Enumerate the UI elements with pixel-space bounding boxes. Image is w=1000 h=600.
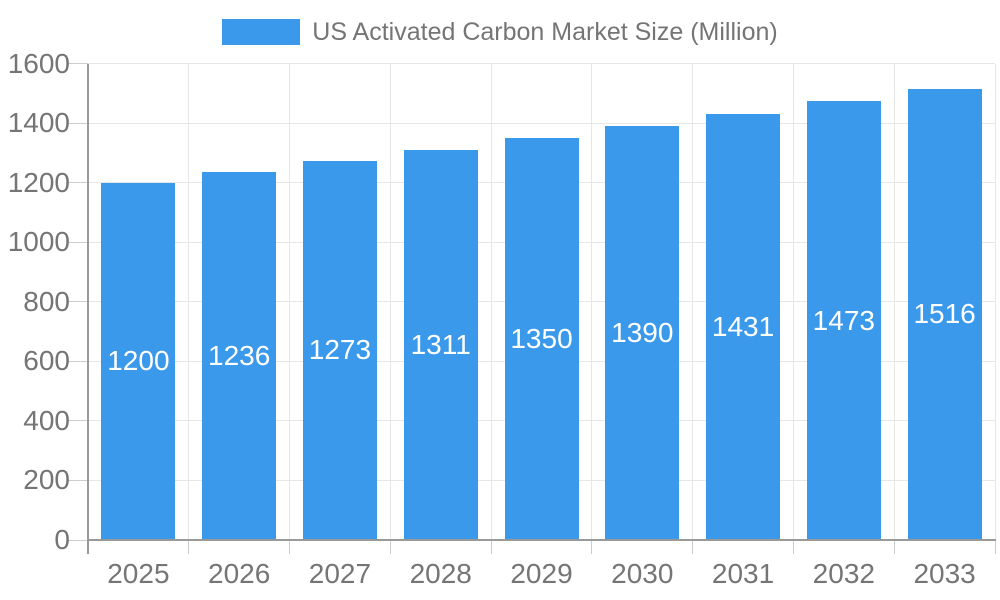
bar-value-label: 1431 xyxy=(711,310,775,342)
x-gridline xyxy=(188,63,190,540)
y-axis-line xyxy=(87,63,89,554)
bar[interactable] xyxy=(806,101,881,540)
y-axis-tick xyxy=(68,479,88,481)
legend[interactable]: US Activated Carbon Market Size (Million… xyxy=(0,14,1000,50)
bar-value-label: 1390 xyxy=(611,317,674,349)
y-axis-label: 1400 xyxy=(7,107,70,139)
y-axis-tick xyxy=(68,182,88,184)
y-axis-tick xyxy=(68,420,88,422)
bar-value-label: 1200 xyxy=(107,345,170,377)
bar[interactable] xyxy=(907,88,982,540)
bar[interactable] xyxy=(302,160,377,540)
y-gridline xyxy=(88,63,995,64)
x-axis-tick xyxy=(591,540,593,554)
x-axis-tick xyxy=(692,540,694,554)
x-axis-label: 2029 xyxy=(510,558,573,589)
x-axis-tick xyxy=(289,540,291,554)
bar-value-label: 1516 xyxy=(913,298,976,330)
y-axis-label: 1600 xyxy=(7,47,70,79)
bar[interactable] xyxy=(202,171,277,540)
x-gridline xyxy=(692,63,694,540)
x-gridline xyxy=(389,63,391,540)
x-axis-label: 2025 xyxy=(107,558,170,589)
y-axis-label: 200 xyxy=(23,464,70,496)
x-axis-tick xyxy=(893,540,895,554)
y-axis-tick xyxy=(68,539,88,541)
x-axis-label: 2027 xyxy=(308,558,372,589)
y-axis-tick xyxy=(68,301,88,303)
y-axis-label: 400 xyxy=(23,404,70,436)
y-axis-label: 1200 xyxy=(7,166,70,198)
bar[interactable] xyxy=(706,113,781,540)
y-axis-tick xyxy=(68,360,88,362)
bar-value-label: 1350 xyxy=(510,322,573,354)
x-axis-label: 2028 xyxy=(409,558,472,589)
x-gridline xyxy=(792,63,794,540)
x-axis-label: 2033 xyxy=(913,558,976,589)
x-axis-tick xyxy=(792,540,794,554)
bar-value-label: 1473 xyxy=(812,304,875,336)
bar[interactable] xyxy=(403,149,478,540)
y-gridline xyxy=(88,122,995,124)
x-gridline xyxy=(591,63,593,540)
y-axis-label: 0 xyxy=(54,524,70,555)
legend-label: US Activated Carbon Market Size (Million… xyxy=(312,17,778,46)
x-gridline xyxy=(893,63,895,540)
legend-swatch xyxy=(222,19,301,45)
bar-value-label: 1273 xyxy=(308,334,372,366)
x-gridline xyxy=(994,63,996,540)
bar[interactable] xyxy=(101,182,176,540)
x-gridline xyxy=(289,63,291,540)
bar[interactable] xyxy=(605,126,680,540)
y-axis-label: 1000 xyxy=(7,226,70,258)
x-axis-tick xyxy=(490,540,492,554)
x-axis-label: 2032 xyxy=(812,558,875,589)
x-axis-label: 2030 xyxy=(611,558,674,589)
y-axis-tick xyxy=(68,241,88,243)
x-axis-tick xyxy=(188,540,190,554)
x-axis-tick xyxy=(994,540,996,554)
bar-value-label: 1236 xyxy=(208,339,271,371)
bar[interactable] xyxy=(504,137,579,540)
y-axis-tick xyxy=(68,63,88,64)
bar-value-label: 1311 xyxy=(410,328,471,360)
x-axis-label: 2031 xyxy=(711,558,775,589)
y-axis-label: 600 xyxy=(23,345,70,377)
y-axis-tick xyxy=(68,122,88,124)
x-gridline xyxy=(490,63,492,540)
x-axis-tick xyxy=(389,540,391,554)
y-axis-label: 800 xyxy=(23,285,70,317)
x-axis-label: 2026 xyxy=(208,558,271,589)
x-axis-line xyxy=(87,539,996,541)
